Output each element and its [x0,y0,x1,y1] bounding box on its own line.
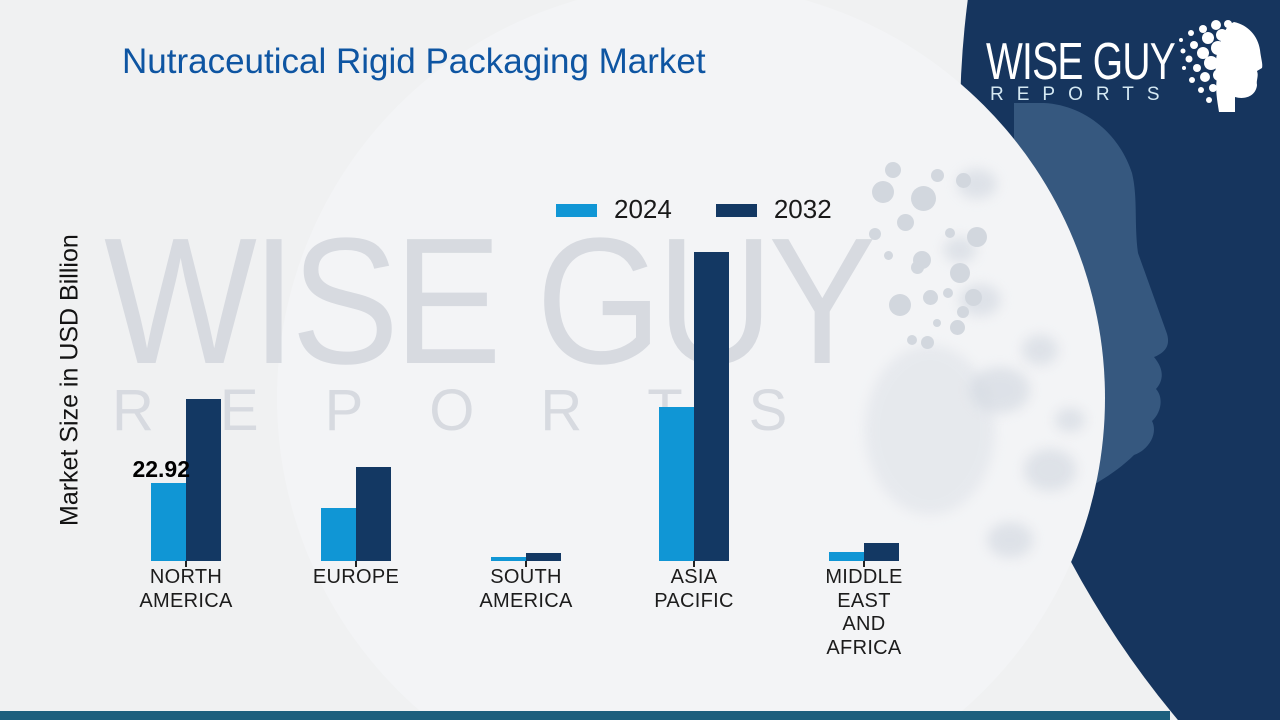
bar-2024-north-america [151,483,186,561]
axis-tick [693,561,695,567]
logo-subtext: REPORTS [990,84,1173,105]
watermark-dot [955,172,971,188]
category-label-north-america: NORTH AMERICA [139,566,233,612]
bar-2032-asia-pacific [694,252,729,561]
legend-swatch-2024 [556,204,597,217]
watermark-dot [957,306,969,318]
watermark-dot [889,294,911,316]
watermark-dot [872,181,894,203]
map-blob [1022,335,1058,365]
watermark-dot [920,335,934,349]
globe-circle [277,0,1105,720]
legend-item-2032: 2032 [715,194,832,225]
map-blob [987,522,1033,558]
bar-2024-middle-east-and-africa [829,552,864,561]
watermark-dot [967,227,987,247]
legend-swatch-2032 [715,204,757,217]
axis-tick [863,561,865,567]
watermark-dot [945,228,955,238]
watermark-dot [869,228,881,240]
bar-2024-europe [321,508,356,561]
map-blob [1055,408,1085,432]
watermark-dot [943,288,953,298]
axis-tick [185,561,187,567]
legend-label-2024: 2024 [614,194,672,224]
legend-item-2024: 2024 [556,194,672,225]
watermark-dot [933,319,941,327]
category-label-south-america: SOUTH AMERICA [479,566,573,612]
page-title: Nutraceutical Rigid Packaging Market [122,42,706,81]
bar-2032-south-america [526,553,561,561]
watermark-dot [910,260,924,274]
legend-label-2032: 2032 [773,194,832,224]
watermark-dot [922,289,938,305]
watermark-dot [896,213,914,231]
map-blob [1024,449,1076,491]
watermark-dot [949,319,965,335]
logo-wordmark: WISE GUY [986,33,1176,91]
legend: 2024 2032 [556,194,832,225]
axis-tick [525,561,527,567]
map-blob [970,367,1030,413]
watermark-wordmark: WISE GUY [104,201,876,402]
category-label-asia-pacific: ASIA PACIFIC [654,566,734,612]
bar-value-label: 22.92 [132,456,190,482]
bar-2024-asia-pacific [659,407,694,561]
axis-tick [355,561,357,567]
category-label-middle-east-and-africa: MIDDLE EAST AND AFRICA [825,566,903,659]
watermark-dot [885,162,901,178]
bar-2032-middle-east-and-africa [864,543,899,561]
watermark-dot [883,250,893,260]
watermark-dot [907,335,917,345]
watermark-dot [910,185,936,211]
category-label-europe: EUROPE [312,566,400,588]
watermark-dot [930,168,944,182]
watermark-dot [950,263,970,283]
bar-2024-south-america [491,557,526,561]
bar-2032-europe [356,467,391,561]
map-blob [865,345,995,515]
bar-2032-north-america [186,399,221,561]
footer-accent-bar [0,711,1170,720]
dotted-head-icon [1179,20,1263,112]
watermark-dot [964,288,982,306]
